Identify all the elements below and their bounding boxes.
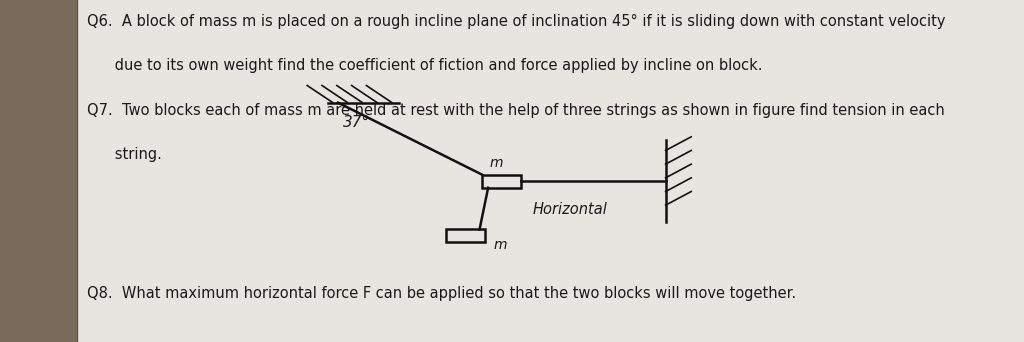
Text: due to its own weight find the coefficient of fiction and force applied by incli: due to its own weight find the coefficie… bbox=[87, 58, 763, 73]
Text: Q7.  Two blocks each of mass m are held at rest with the help of three strings a: Q7. Two blocks each of mass m are held a… bbox=[87, 103, 945, 118]
Text: m: m bbox=[489, 156, 504, 170]
Text: Q6.  A block of mass m is placed on a rough incline plane of inclination 45° if : Q6. A block of mass m is placed on a rou… bbox=[87, 14, 945, 29]
Text: m: m bbox=[494, 238, 507, 252]
Text: Horizontal: Horizontal bbox=[532, 202, 607, 217]
Text: Q8.  What maximum horizontal force F can be applied so that the two blocks will : Q8. What maximum horizontal force F can … bbox=[87, 286, 797, 301]
Text: 37°: 37° bbox=[343, 115, 370, 130]
Bar bbox=[0, 0, 77, 342]
Text: string.: string. bbox=[87, 147, 162, 162]
